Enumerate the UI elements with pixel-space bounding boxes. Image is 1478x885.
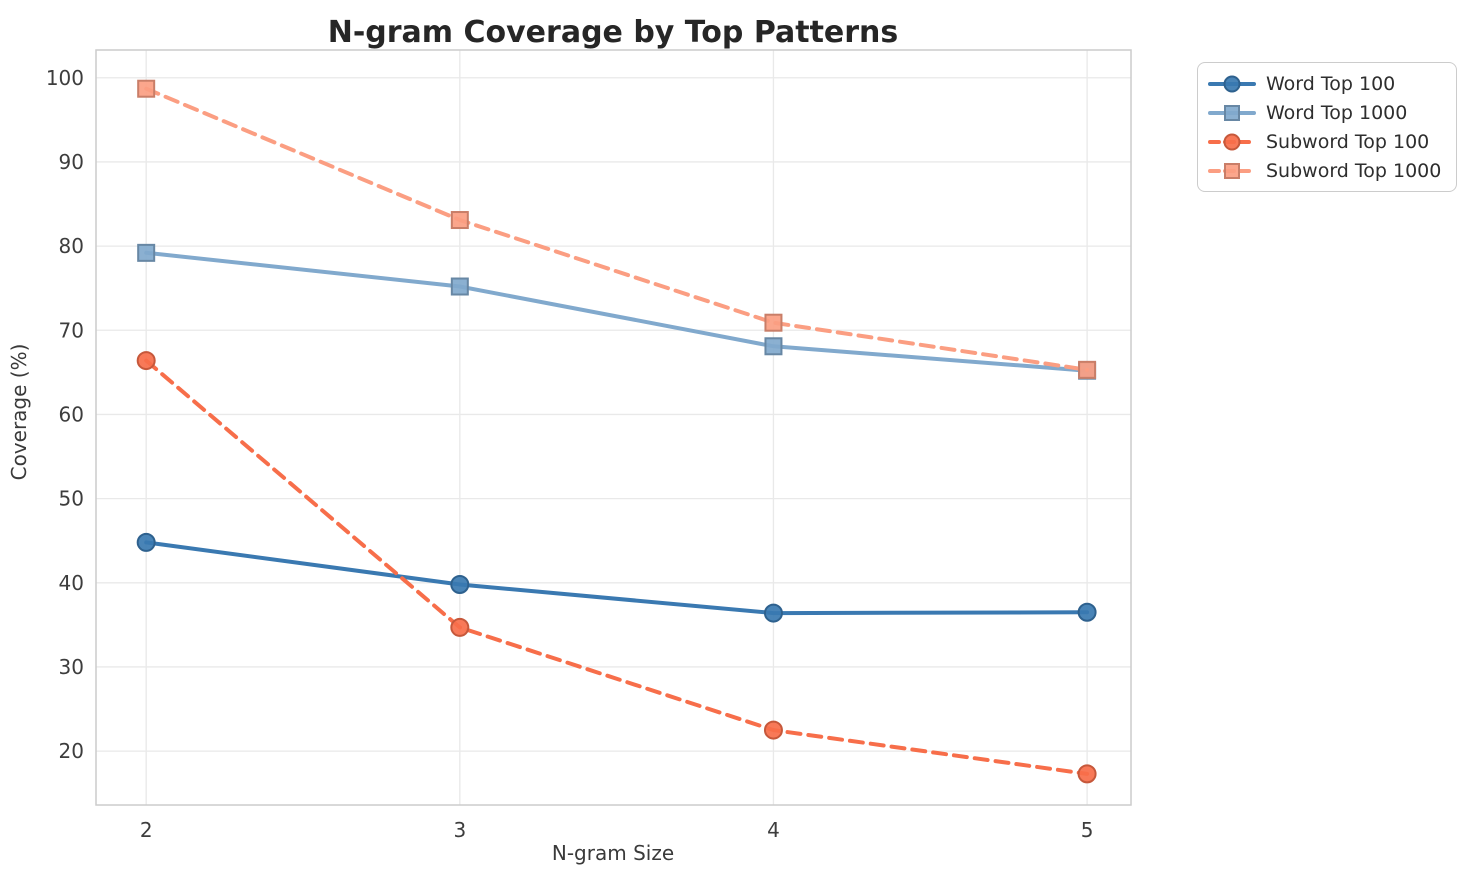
series-word-top-100 bbox=[136, 532, 1097, 623]
y-axis-label: Coverage (%) bbox=[7, 344, 31, 481]
data-point-subword-top-100-x3 bbox=[450, 617, 470, 637]
legend-circle-sample bbox=[1223, 133, 1241, 150]
x-tick-label-5: 5 bbox=[1081, 818, 1094, 842]
legend-item-word-top-100: Word Top 100 bbox=[1208, 70, 1444, 98]
y-tick-label-100: 100 bbox=[46, 66, 84, 90]
series-subword-top-1000 bbox=[137, 79, 1097, 379]
chart-title: N-gram Coverage by Top Patterns bbox=[328, 15, 899, 50]
legend-item-word-top-1000: Word Top 1000 bbox=[1208, 99, 1444, 127]
x-tick-label-4: 4 bbox=[767, 818, 780, 842]
series-line-subword-top-1000 bbox=[144, 86, 1090, 372]
series-line-word-top-1000 bbox=[144, 250, 1090, 373]
data-point-subword-top-100-x4 bbox=[763, 720, 783, 740]
legend-item-label: Word Top 1000 bbox=[1266, 101, 1408, 124]
data-point-subword-top-1000-x4 bbox=[764, 313, 783, 332]
legend-item-subword-top-100: Subword Top 100 bbox=[1208, 128, 1444, 156]
series-word-top-1000 bbox=[137, 243, 1097, 380]
grid-layer bbox=[96, 50, 1131, 805]
legend-marker-word-top-100 bbox=[1208, 75, 1256, 92]
data-point-word-top-100-x5 bbox=[1077, 602, 1097, 622]
y-tick-label-90: 90 bbox=[59, 150, 84, 174]
y-tick-label-30: 30 bbox=[59, 655, 84, 679]
data-point-subword-top-100-x5 bbox=[1077, 764, 1097, 784]
legend-item-label: Subword Top 1000 bbox=[1266, 159, 1442, 182]
y-tick-label-50: 50 bbox=[59, 487, 84, 511]
series-layer bbox=[136, 79, 1097, 784]
legend-marker-subword-top-100 bbox=[1208, 133, 1256, 150]
data-point-subword-top-100-x2 bbox=[136, 351, 156, 371]
data-point-word-top-1000-x4 bbox=[764, 337, 783, 356]
data-point-subword-top-1000-x5 bbox=[1078, 360, 1097, 379]
y-tick-label-80: 80 bbox=[59, 234, 84, 258]
series-line-word-top-100 bbox=[144, 540, 1090, 616]
series-subword-top-100 bbox=[136, 351, 1097, 784]
x-axis-label: N-gram Size bbox=[552, 841, 674, 865]
legend-square-sample bbox=[1224, 104, 1240, 121]
data-point-word-top-100-x4 bbox=[763, 603, 783, 623]
plot-border bbox=[95, 49, 1132, 806]
legend-square-sample bbox=[1224, 162, 1240, 179]
data-point-subword-top-1000-x3 bbox=[450, 211, 469, 230]
y-tick-label-70: 70 bbox=[59, 318, 84, 342]
legend-item-label: Word Top 100 bbox=[1266, 72, 1396, 95]
data-point-word-top-100-x3 bbox=[450, 574, 470, 594]
tick-layer: 2 3 4 5 20 30 40 50 60 70 80 90 100 bbox=[46, 66, 1094, 842]
data-point-word-top-1000-x3 bbox=[450, 277, 469, 296]
legend-item-label: Subword Top 100 bbox=[1266, 130, 1430, 153]
series-line-subword-top-100 bbox=[144, 358, 1090, 776]
legend-marker-word-top-1000 bbox=[1208, 104, 1256, 121]
y-tick-label-60: 60 bbox=[59, 402, 84, 426]
data-point-word-top-100-x2 bbox=[136, 532, 156, 552]
data-point-subword-top-1000-x2 bbox=[137, 79, 156, 98]
legend-item-subword-top-1000: Subword Top 1000 bbox=[1208, 157, 1444, 185]
data-point-word-top-1000-x2 bbox=[137, 243, 156, 262]
x-tick-label-2: 2 bbox=[140, 818, 153, 842]
y-tick-label-40: 40 bbox=[59, 571, 84, 595]
y-tick-label-20: 20 bbox=[59, 739, 84, 763]
legend-circle-sample bbox=[1223, 75, 1241, 92]
x-tick-label-3: 3 bbox=[453, 818, 466, 842]
legend-marker-subword-top-1000 bbox=[1208, 162, 1256, 179]
legend: Word Top 100 Word Top 1000 Subword Top 100… bbox=[1197, 62, 1457, 192]
